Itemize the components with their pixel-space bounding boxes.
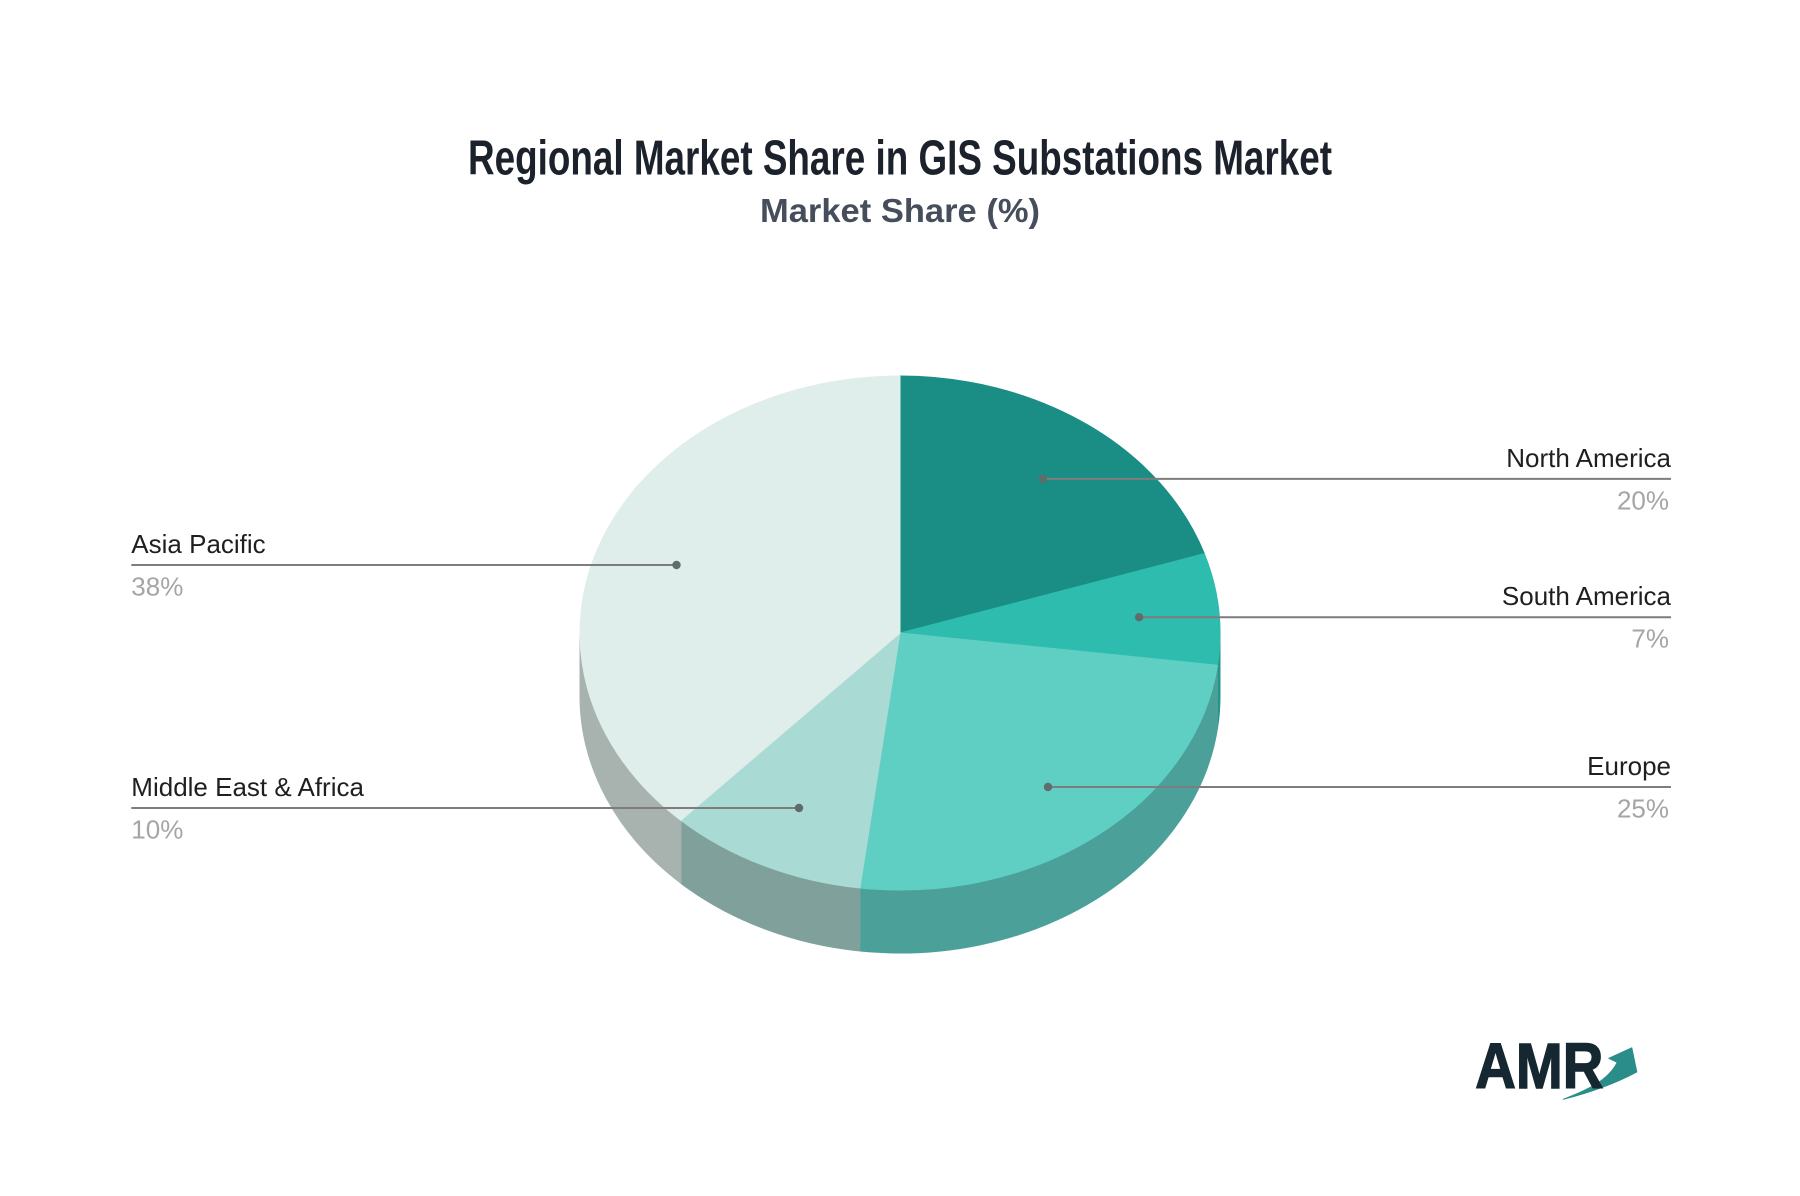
svg-text:AMR: AMR	[1475, 1030, 1603, 1102]
svg-text:20%: 20%	[1617, 485, 1669, 515]
svg-text:Europe: Europe	[1587, 751, 1671, 781]
svg-text:Regional Market Share in GIS S: Regional Market Share in GIS Substations…	[468, 132, 1332, 186]
svg-text:10%: 10%	[131, 815, 183, 845]
svg-text:38%: 38%	[131, 572, 183, 602]
svg-text:7%: 7%	[1631, 624, 1669, 654]
svg-text:Asia Pacific: Asia Pacific	[131, 529, 265, 559]
svg-text:Market Share (%): Market Share (%)	[760, 192, 1040, 229]
svg-text:25%: 25%	[1617, 794, 1669, 824]
svg-text:Middle East & Africa: Middle East & Africa	[131, 772, 364, 802]
svg-text:South America: South America	[1502, 581, 1672, 611]
svg-text:North America: North America	[1506, 443, 1671, 473]
